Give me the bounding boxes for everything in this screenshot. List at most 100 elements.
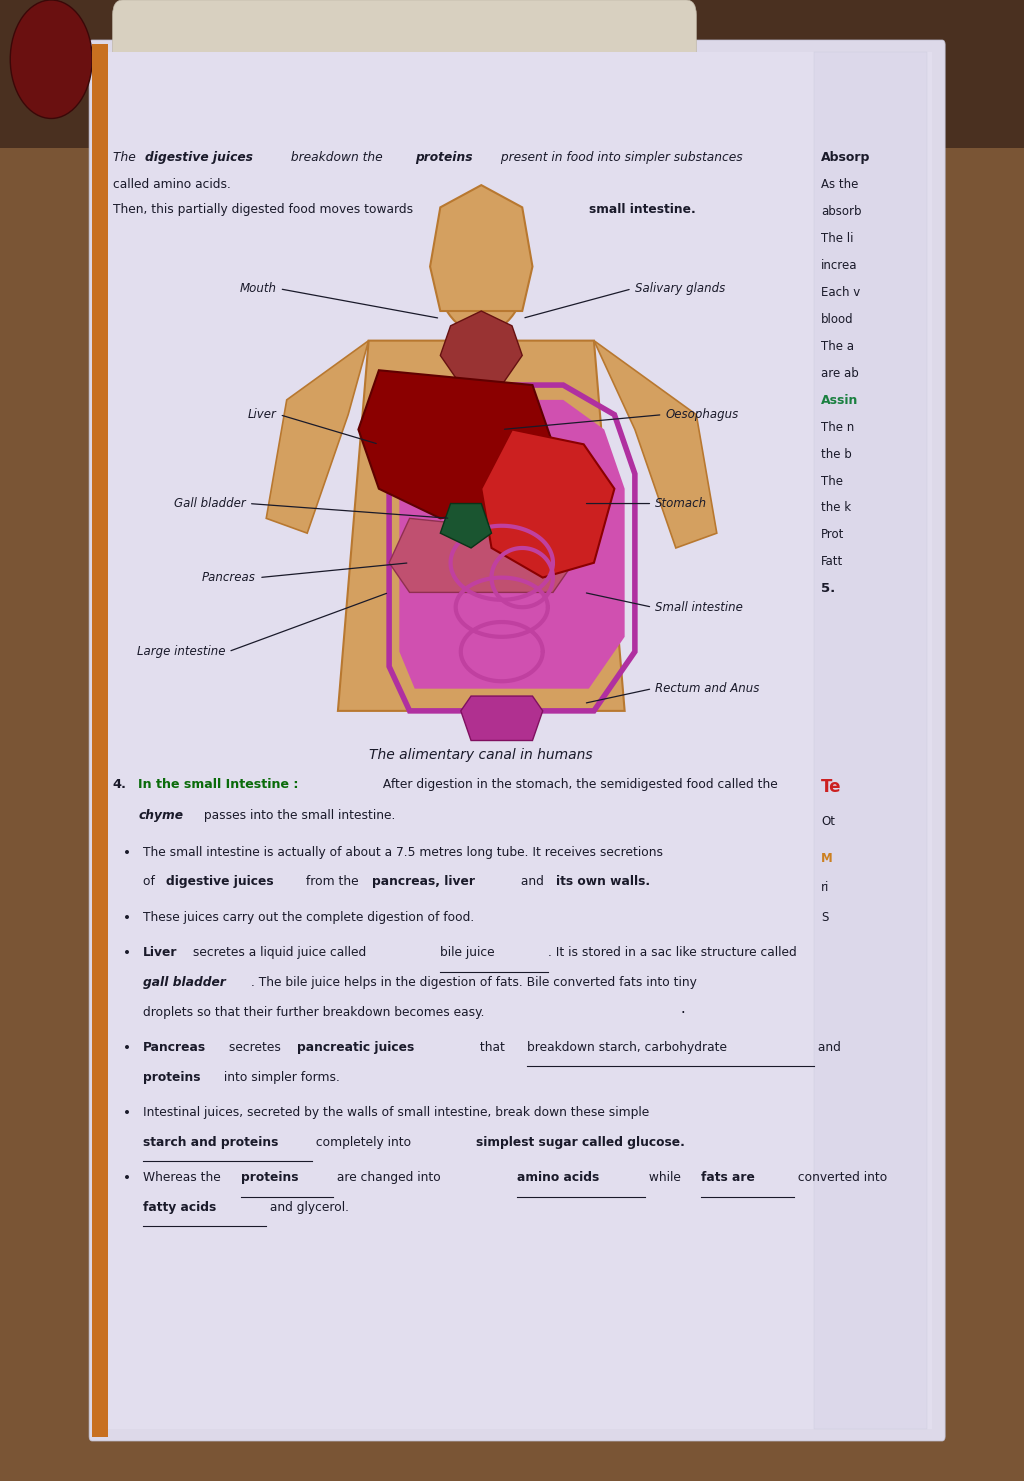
Text: As the: As the	[821, 178, 862, 191]
Text: secretes a liquid juice called: secretes a liquid juice called	[189, 946, 371, 960]
Text: ·: ·	[676, 1006, 686, 1020]
Polygon shape	[440, 504, 492, 548]
Polygon shape	[594, 341, 717, 548]
Text: simplest sugar called glucose.: simplest sugar called glucose.	[476, 1136, 685, 1149]
Text: Intestinal juices, secreted by the walls of small intestine, break down these si: Intestinal juices, secreted by the walls…	[143, 1106, 649, 1120]
Circle shape	[435, 200, 527, 333]
Polygon shape	[430, 185, 532, 311]
Text: and glycerol.: and glycerol.	[266, 1201, 349, 1214]
Text: are ab: are ab	[821, 367, 859, 379]
Text: •: •	[123, 1041, 131, 1054]
Text: Prot: Prot	[821, 529, 845, 542]
Bar	[92, 44, 108, 1437]
Text: Fatt: Fatt	[821, 555, 844, 569]
Text: the b: the b	[821, 447, 852, 461]
Text: Large intestine: Large intestine	[137, 646, 225, 658]
Text: The a: The a	[821, 339, 854, 352]
Bar	[814, 52, 927, 1429]
Text: Pancreas: Pancreas	[143, 1041, 207, 1054]
Circle shape	[10, 0, 92, 118]
Text: Gall bladder: Gall bladder	[174, 498, 246, 509]
Bar	[459, 304, 505, 341]
Text: that: that	[476, 1041, 509, 1054]
Text: fatty acids: fatty acids	[143, 1201, 217, 1214]
Text: amino acids: amino acids	[517, 1171, 599, 1185]
Polygon shape	[481, 429, 614, 578]
Text: The n: The n	[821, 421, 854, 434]
Text: bile juice: bile juice	[440, 946, 495, 960]
Text: gall bladder: gall bladder	[143, 976, 226, 989]
Text: passes into the small intestine.: passes into the small intestine.	[200, 809, 395, 822]
Text: converted into: converted into	[794, 1171, 887, 1185]
Text: . It is stored in a sac like structure called: . It is stored in a sac like structure c…	[548, 946, 797, 960]
Text: into simpler forms.: into simpler forms.	[220, 1071, 340, 1084]
Text: digestive juices: digestive juices	[145, 151, 253, 164]
Text: blood: blood	[821, 312, 854, 326]
Text: Small intestine: Small intestine	[655, 601, 743, 613]
Text: digestive juices: digestive juices	[166, 875, 273, 889]
Text: droplets so that their further breakdown becomes easy.: droplets so that their further breakdown…	[143, 1006, 484, 1019]
Text: breakdown the: breakdown the	[287, 151, 386, 164]
Text: •: •	[123, 946, 131, 960]
Text: Mouth: Mouth	[240, 283, 276, 295]
Text: These juices carry out the complete digestion of food.: These juices carry out the complete dige…	[143, 911, 474, 924]
Text: increa: increa	[821, 259, 858, 273]
Text: The: The	[113, 151, 139, 164]
Text: The alimentary canal in humans: The alimentary canal in humans	[370, 748, 593, 761]
Text: called amino acids.: called amino acids.	[113, 178, 230, 191]
Text: ri: ri	[821, 881, 829, 895]
Text: present in food into simpler substances: present in food into simpler substances	[497, 151, 742, 164]
Text: and: and	[814, 1041, 841, 1054]
Text: •: •	[123, 1171, 131, 1185]
Text: Liver: Liver	[248, 409, 276, 421]
Text: from the: from the	[302, 875, 362, 889]
Text: Salivary glands: Salivary glands	[635, 283, 725, 295]
Text: After digestion in the stomach, the semidigested food called the: After digestion in the stomach, the semi…	[379, 778, 777, 791]
Text: completely into: completely into	[312, 1136, 416, 1149]
Text: secretes: secretes	[225, 1041, 285, 1054]
Text: are changed into: are changed into	[333, 1171, 444, 1185]
Text: In the small Intestine :: In the small Intestine :	[138, 778, 299, 791]
Text: Then, this partially digested food moves towards: Then, this partially digested food moves…	[113, 203, 417, 216]
Text: its own walls.: its own walls.	[556, 875, 650, 889]
Text: M: M	[821, 852, 833, 865]
Text: and: and	[517, 875, 548, 889]
Text: •: •	[123, 1106, 131, 1120]
Bar	[0, 0, 1024, 148]
Text: The small intestine is actually of about a 7.5 metres long tube. It receives sec: The small intestine is actually of about…	[143, 846, 664, 859]
Text: •: •	[123, 911, 131, 924]
Text: proteins: proteins	[143, 1071, 201, 1084]
Text: . The bile juice helps in the digestion of fats. Bile converted fats into tiny: . The bile juice helps in the digestion …	[251, 976, 696, 989]
Polygon shape	[399, 400, 625, 689]
Text: Liver: Liver	[143, 946, 178, 960]
Text: absorb: absorb	[821, 204, 862, 218]
Text: breakdown starch, carbohydrate: breakdown starch, carbohydrate	[527, 1041, 727, 1054]
Polygon shape	[338, 341, 625, 711]
Text: the k: the k	[821, 502, 851, 514]
Text: The li: The li	[821, 233, 854, 244]
Text: starch and proteins: starch and proteins	[143, 1136, 279, 1149]
Polygon shape	[358, 370, 553, 518]
Text: The: The	[821, 474, 843, 487]
Bar	[102, 52, 932, 1429]
Text: fats are: fats are	[701, 1171, 756, 1185]
Polygon shape	[266, 341, 369, 533]
Text: 4.: 4.	[113, 778, 127, 791]
Text: proteins: proteins	[241, 1171, 298, 1185]
Text: Absorp: Absorp	[821, 151, 870, 164]
Text: Rectum and Anus: Rectum and Anus	[655, 683, 760, 695]
FancyBboxPatch shape	[89, 40, 945, 1441]
Text: 5.: 5.	[821, 582, 836, 595]
Text: Assin: Assin	[821, 394, 858, 407]
Polygon shape	[389, 518, 573, 592]
Polygon shape	[440, 311, 522, 385]
Text: S: S	[821, 911, 828, 924]
Text: pancreatic juices: pancreatic juices	[297, 1041, 415, 1054]
Text: proteins: proteins	[415, 151, 472, 164]
Text: Te: Te	[821, 778, 842, 795]
Text: while: while	[645, 1171, 685, 1185]
Text: •: •	[123, 846, 131, 859]
Text: pancreas, liver: pancreas, liver	[372, 875, 475, 889]
Text: Whereas the: Whereas the	[143, 1171, 225, 1185]
Text: of: of	[143, 875, 159, 889]
